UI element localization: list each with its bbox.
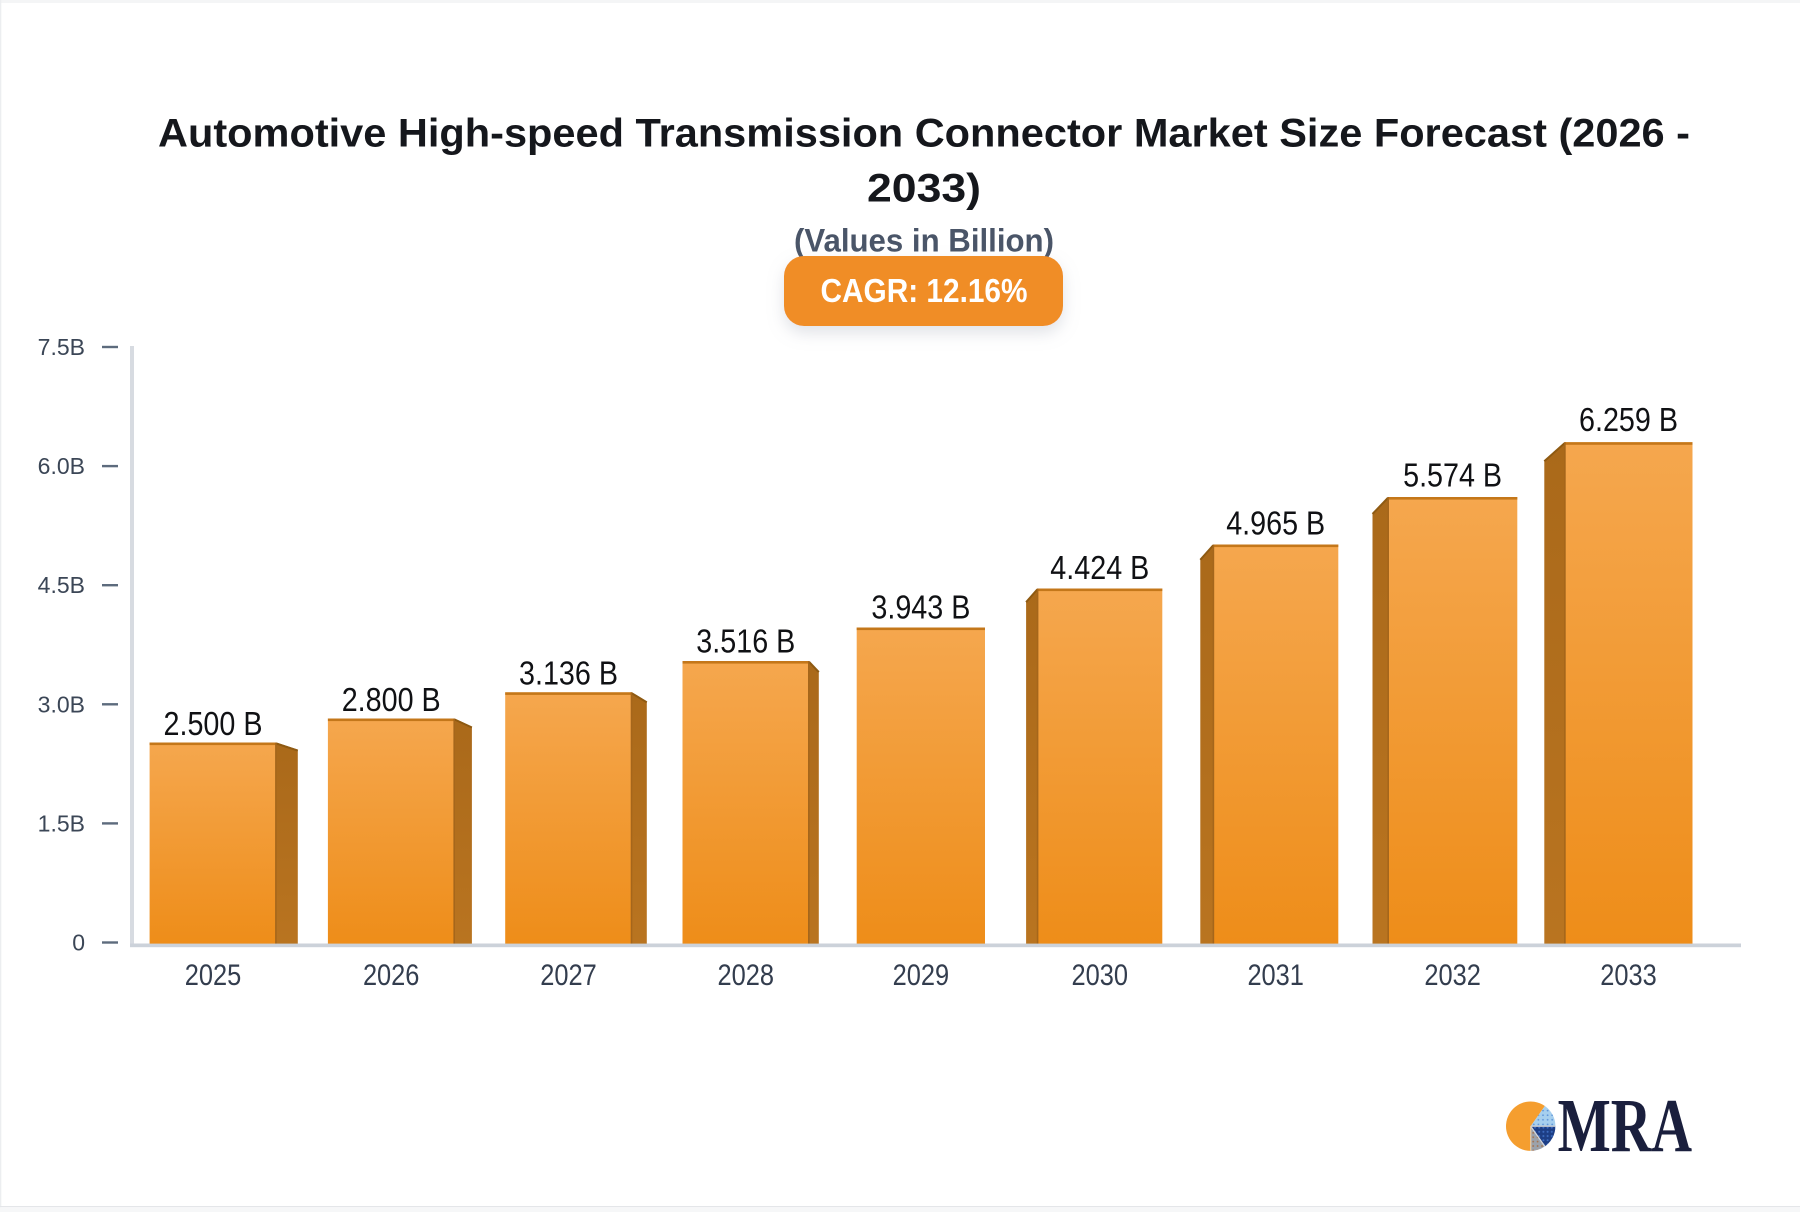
svg-text:CAGR: 12.16%: CAGR: 12.16% [821,272,1028,309]
svg-text:2025: 2025 [185,959,242,992]
svg-text:Automotive High-speed Transmis: Automotive High-speed Transmission Conne… [158,112,1690,156]
svg-text:3.943 B: 3.943 B [871,589,970,626]
svg-text:6.0B: 6.0B [38,453,85,479]
svg-text:2031: 2031 [1247,959,1304,992]
svg-text:7.5B: 7.5B [38,334,85,360]
svg-text:0: 0 [72,930,85,956]
svg-text:MRA: MRA [1558,1084,1693,1168]
svg-text:3.0B: 3.0B [38,691,85,717]
svg-text:4.5B: 4.5B [38,572,85,598]
svg-text:2032: 2032 [1424,959,1481,992]
svg-text:2033: 2033 [1600,959,1657,992]
svg-text:2026: 2026 [363,959,420,992]
svg-text:3.516 B: 3.516 B [696,623,795,660]
svg-text:3.136 B: 3.136 B [519,654,618,691]
svg-text:4.965 B: 4.965 B [1226,505,1325,542]
svg-text:2.500 B: 2.500 B [164,705,263,742]
svg-text:2027: 2027 [540,959,597,992]
svg-text:(Values in Billion): (Values in Billion) [794,223,1054,259]
svg-text:2.800 B: 2.800 B [342,681,441,718]
svg-text:1.5B: 1.5B [38,810,85,836]
svg-text:2030: 2030 [1072,959,1129,992]
svg-text:6.259 B: 6.259 B [1579,401,1678,438]
svg-text:2028: 2028 [718,959,775,992]
svg-text:2029: 2029 [893,959,950,992]
svg-text:4.424 B: 4.424 B [1050,549,1149,586]
svg-text:5.574 B: 5.574 B [1403,457,1502,494]
svg-text:2033): 2033) [867,167,981,211]
